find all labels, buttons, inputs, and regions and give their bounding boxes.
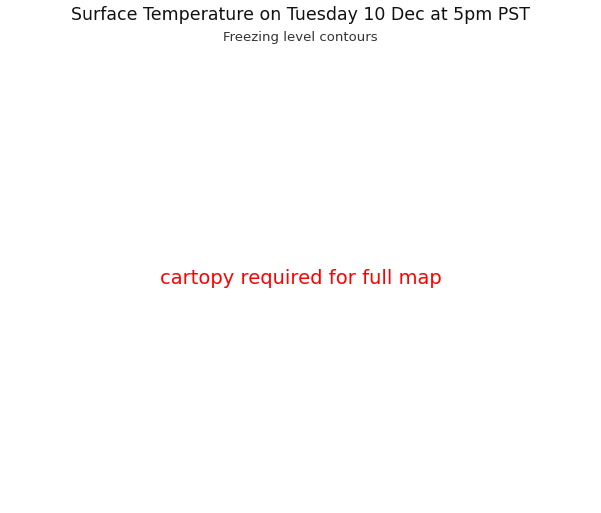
Text: Surface Temperature on Tuesday 10 Dec at 5pm PST: Surface Temperature on Tuesday 10 Dec at… [71,6,530,24]
Text: Freezing level contours: Freezing level contours [223,31,378,44]
Text: cartopy required for full map: cartopy required for full map [160,269,441,288]
